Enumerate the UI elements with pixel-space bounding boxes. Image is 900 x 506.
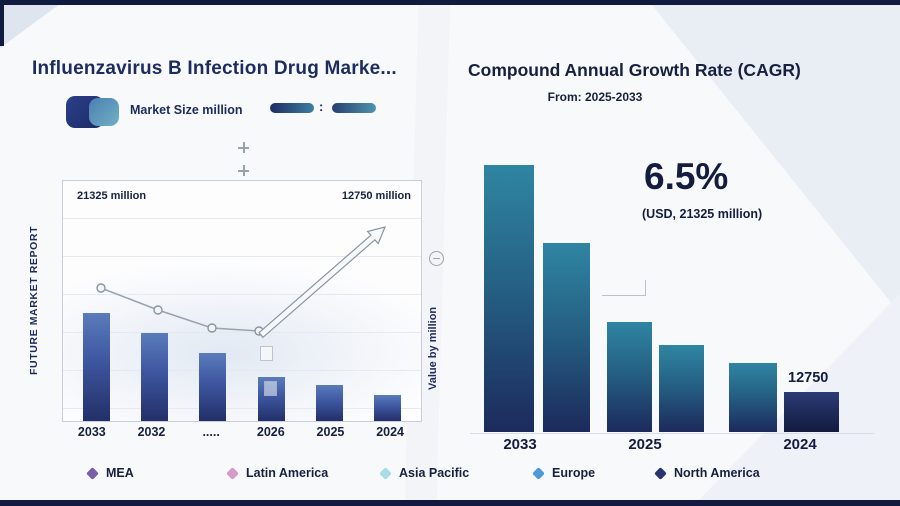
bar-value-label: 12750 [788,370,829,386]
left-x-tick: 2025 [316,425,345,439]
legend-diamond-icon [532,466,545,480]
note-icon [264,381,277,396]
left-x-tick: ..... [202,425,220,439]
left-chart: 21325 million 12750 million [62,180,422,422]
right-x-tick: 2025 [628,436,662,453]
annotation-end-value: 12750 million [341,190,411,202]
market-size-bar-..... [199,353,227,421]
left-x-tick: 2026 [256,425,285,439]
right-chart-y-axis-label: Value by million [427,306,439,390]
left-x-tick: 2024 [376,425,405,439]
legend-label: North America [674,466,760,480]
gradient-pills: : [270,99,382,116]
cagr-bar-2024-s1 [729,363,777,432]
cagr-value: 6.5% [644,156,729,197]
legend-item-latin-america: Latin America [226,466,329,480]
cagr-subtitle: From: 2025-2033 [547,90,643,104]
legend-item-north-america: North America [654,466,760,480]
annotation-start-value: 21325 million [77,190,147,202]
market-size-bar-2024 [374,395,402,421]
legend-item-asia-pacific: Asia Pacific [379,466,470,480]
cagr-note: (USD, 21325 million) [642,207,763,221]
cagr-bar-2025-s1 [607,322,652,432]
plus-icon [238,142,249,153]
right-chart-baseline [470,433,874,434]
left-x-tick: 2032 [137,425,166,439]
market-size-bar-2032 [140,333,168,421]
legend-label: MEA [106,466,134,480]
cagr-bar-2025-s2 [659,345,704,432]
bottom-accent-strip [0,500,900,506]
legend-item-mea: MEA [86,466,134,480]
page-title: Influenzavirus B Infection Drug Marke... [32,58,397,79]
pill-right [332,103,376,113]
market-size-label: Market Size million [130,103,243,117]
left-chart-xlabels: 2033 2032..... 2026 2025 2024 [62,425,420,439]
top-accent-strip [0,0,900,5]
left-chart-y-axis-label: FUTURE MARKET REPORT [28,225,40,375]
legend-diamond-icon [654,466,667,480]
market-size-icon-front [89,98,119,126]
circle-minus-icon [429,251,444,266]
pill-separator: : [319,99,324,114]
legend-label: Asia Pacific [399,466,470,480]
right-x-tick: 2033 [503,436,537,453]
market-size-icon [66,96,122,128]
cagr-bar-2033-s2 [543,243,590,432]
plus-icon [238,165,249,176]
market-size-bar-2025 [315,385,343,421]
note-icon [260,346,273,361]
minus-dash [433,257,440,259]
legend-label: Europe [552,466,596,480]
left-x-tick: 2033 [77,425,106,439]
legend-diamond-icon [379,466,392,480]
region-legend: MEA Latin America Asia Pacific Europe North … [0,466,900,486]
left-corner-accent [0,0,4,46]
left-chart-annotations: 21325 million 12750 million [77,190,411,202]
step-decoration [602,280,646,296]
left-chart-bars [67,181,417,421]
cagr-title: Compound Annual Growth Rate (CAGR) [468,60,801,80]
legend-diamond-icon [226,466,239,480]
legend-item-europe: Europe [532,466,596,480]
legend-label: Latin America [246,466,329,480]
cagr-bar-2033-s1 [484,165,534,432]
legend-diamond-icon [86,466,99,480]
market-size-bar-2033 [82,313,110,421]
pill-left [270,103,314,113]
